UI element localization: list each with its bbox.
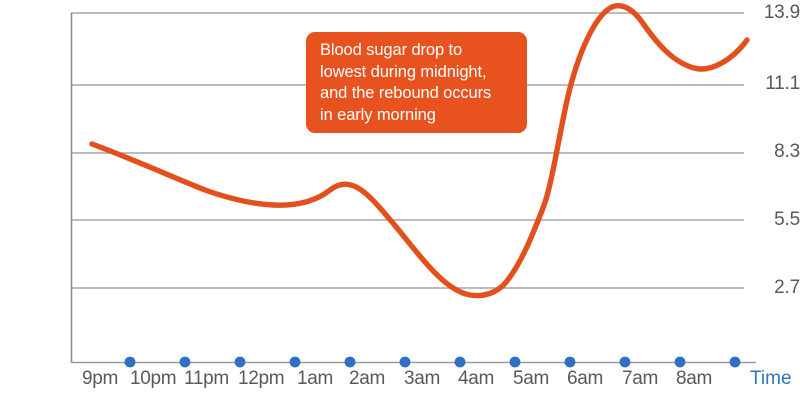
x-tick-label-8am: 8am	[676, 368, 713, 389]
x-tick-label-10pm: 10pm	[130, 368, 177, 389]
x-tick-label-1am: 1am	[297, 368, 334, 389]
blood-sugar-line-series	[89, 3, 750, 299]
y-tick-label-2-7: 2.7	[774, 277, 800, 298]
annotation-callout-text: Blood sugar drop to lowest during midnig…	[320, 41, 492, 124]
x-tick-label-6am: 6am	[567, 368, 604, 389]
x-tick-label-3am: 3am	[404, 368, 441, 389]
y-tick-label-8-3: 8.3	[774, 141, 800, 162]
x-tick-label-5am: 5am	[513, 368, 550, 389]
y-tick-label-11-1: 11.1	[765, 73, 800, 94]
x-tick-label-4am: 4am	[458, 368, 495, 389]
x-axis-title: Time	[750, 368, 792, 389]
x-tick-label-7am: 7am	[622, 368, 659, 389]
x-tick-label-9pm: 9pm	[82, 368, 119, 389]
x-tick-label-2am: 2am	[349, 368, 386, 389]
annotation-callout: Blood sugar drop to lowest during midnig…	[306, 32, 527, 133]
y-tick-label-13-9: 13.9	[763, 2, 800, 23]
x-axis-markers	[124, 356, 741, 368]
x-tick-label-11pm: 11pm	[184, 368, 229, 389]
y-tick-label-5-5: 5.5	[774, 209, 800, 230]
x-tick-label-12pm: 12pm	[238, 368, 285, 389]
